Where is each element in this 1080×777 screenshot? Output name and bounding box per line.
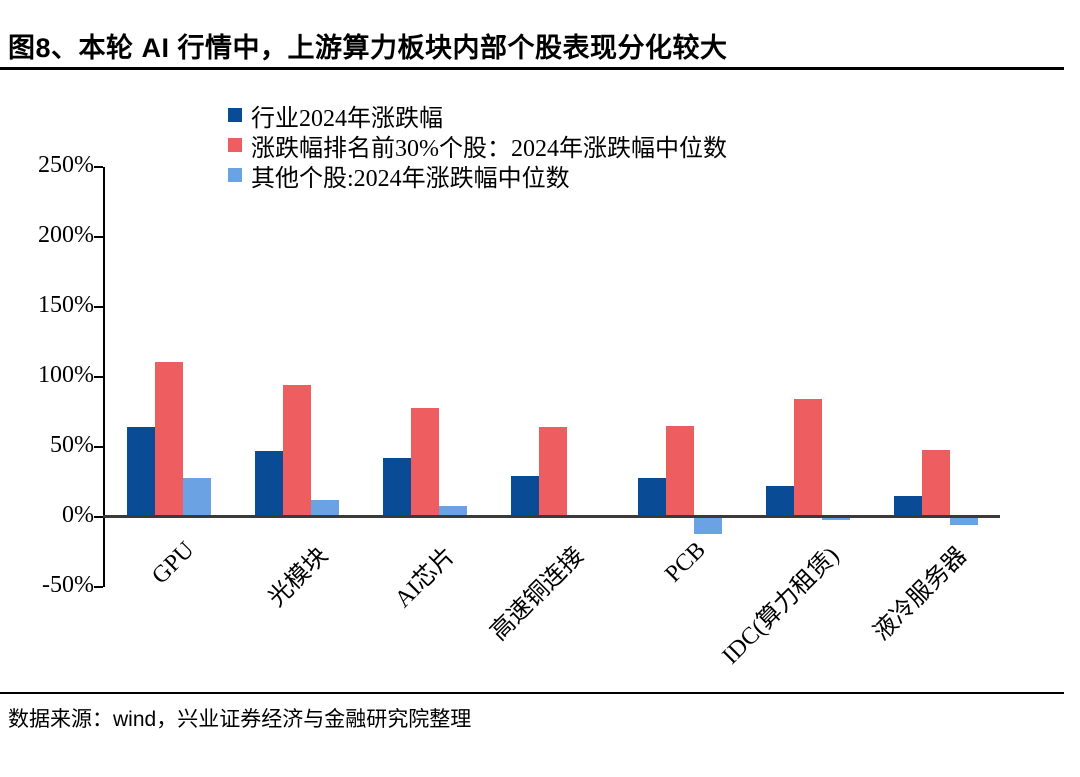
- bar-涨跌幅排名前30%个股：2024年涨跌幅中位数-AI芯片: [410, 407, 439, 517]
- chart-title: 图8、本轮 AI 行情中，上游算力板块内部个股表现分化较大: [8, 33, 728, 63]
- legend-item-industry: 行业2024年涨跌幅: [228, 100, 727, 132]
- bar-其他个股:2024年涨跌幅中位数-AI芯片: [438, 505, 467, 517]
- x-axis-label-PCB: PCB: [660, 537, 711, 588]
- bar-行业2024年涨跌幅-AI芯片: [382, 458, 411, 517]
- bar-涨跌幅排名前30%个股：2024年涨跌幅中位数-IDC(算力租赁): [794, 399, 823, 517]
- y-axis-tick-label: 0%: [62, 502, 94, 528]
- x-axis-label-GPU: GPU: [146, 537, 200, 590]
- y-axis-tick-label: 250%: [38, 152, 94, 178]
- x-axis-label-高速铜连接: 高速铜连接: [485, 542, 589, 646]
- footer-divider-line: [0, 692, 1064, 694]
- y-axis-tick: [94, 376, 103, 378]
- legend-swatch-top30-red: [228, 138, 242, 152]
- bar-行业2024年涨跌幅-GPU: [126, 427, 155, 517]
- bar-其他个股:2024年涨跌幅中位数-液冷服务器: [950, 517, 979, 526]
- y-axis-tick-label: 100%: [38, 362, 94, 388]
- legend-label-industry: 行业2024年涨跌幅: [251, 105, 443, 132]
- y-axis-tick: [94, 586, 103, 588]
- bar-涨跌幅排名前30%个股：2024年涨跌幅中位数-高速铜连接: [538, 427, 567, 517]
- x-axis-label-IDC(算力租赁): IDC(算力租赁): [717, 542, 845, 670]
- bar-其他个股:2024年涨跌幅中位数-GPU: [182, 477, 211, 517]
- legend-item-others: 其他个股:2024年涨跌幅中位数: [228, 160, 727, 192]
- y-axis-line: [103, 167, 105, 587]
- legend-item-top30: 涨跌幅排名前30%个股：2024年涨跌幅中位数: [228, 130, 727, 162]
- x-axis-label-液冷服务器: 液冷服务器: [868, 542, 973, 646]
- x-axis-label-光模块: 光模块: [263, 542, 333, 612]
- bar-行业2024年涨跌幅-液冷服务器: [894, 496, 923, 517]
- bar-其他个股:2024年涨跌幅中位数-光模块: [310, 500, 339, 517]
- y-axis-tick-label: 200%: [38, 222, 94, 248]
- y-axis-tick: [94, 166, 103, 168]
- x-axis-label-AI芯片: AI芯片: [390, 542, 461, 613]
- bar-行业2024年涨跌幅-光模块: [254, 451, 283, 517]
- y-axis-tick-label: -50%: [42, 572, 94, 598]
- bar-行业2024年涨跌幅-PCB: [638, 477, 667, 517]
- bar-涨跌幅排名前30%个股：2024年涨跌幅中位数-PCB: [666, 426, 695, 517]
- bar-其他个股:2024年涨跌幅中位数-IDC(算力租赁): [822, 517, 851, 520]
- legend-label-others: 其他个股:2024年涨跌幅中位数: [251, 165, 570, 192]
- y-axis-tick: [94, 446, 103, 448]
- y-axis-tick: [94, 306, 103, 308]
- y-axis-tick: [94, 516, 103, 518]
- legend-swatch-industry-blue: [228, 108, 242, 122]
- bar-涨跌幅排名前30%个股：2024年涨跌幅中位数-GPU: [154, 361, 183, 517]
- y-axis-tick-label: 150%: [38, 292, 94, 318]
- bar-涨跌幅排名前30%个股：2024年涨跌幅中位数-液冷服务器: [922, 449, 951, 517]
- title-divider-line: [0, 67, 1064, 70]
- bar-其他个股:2024年涨跌幅中位数-PCB: [694, 517, 723, 534]
- chart-legend: 行业2024年涨跌幅 涨跌幅排名前30%个股：2024年涨跌幅中位数 其他个股:…: [228, 100, 727, 192]
- bar-行业2024年涨跌幅-IDC(算力租赁): [766, 486, 795, 517]
- legend-swatch-others-light-blue: [228, 168, 242, 182]
- y-axis-tick: [94, 236, 103, 238]
- y-axis-tick-label: 50%: [50, 432, 94, 458]
- bar-涨跌幅排名前30%个股：2024年涨跌幅中位数-光模块: [282, 385, 311, 517]
- x-axis-baseline: [103, 515, 1000, 518]
- data-source-note: 数据来源：wind，兴业证券经济与金融研究院整理: [8, 708, 472, 731]
- legend-label-top30: 涨跌幅排名前30%个股：2024年涨跌幅中位数: [251, 135, 727, 162]
- bar-行业2024年涨跌幅-高速铜连接: [510, 476, 539, 517]
